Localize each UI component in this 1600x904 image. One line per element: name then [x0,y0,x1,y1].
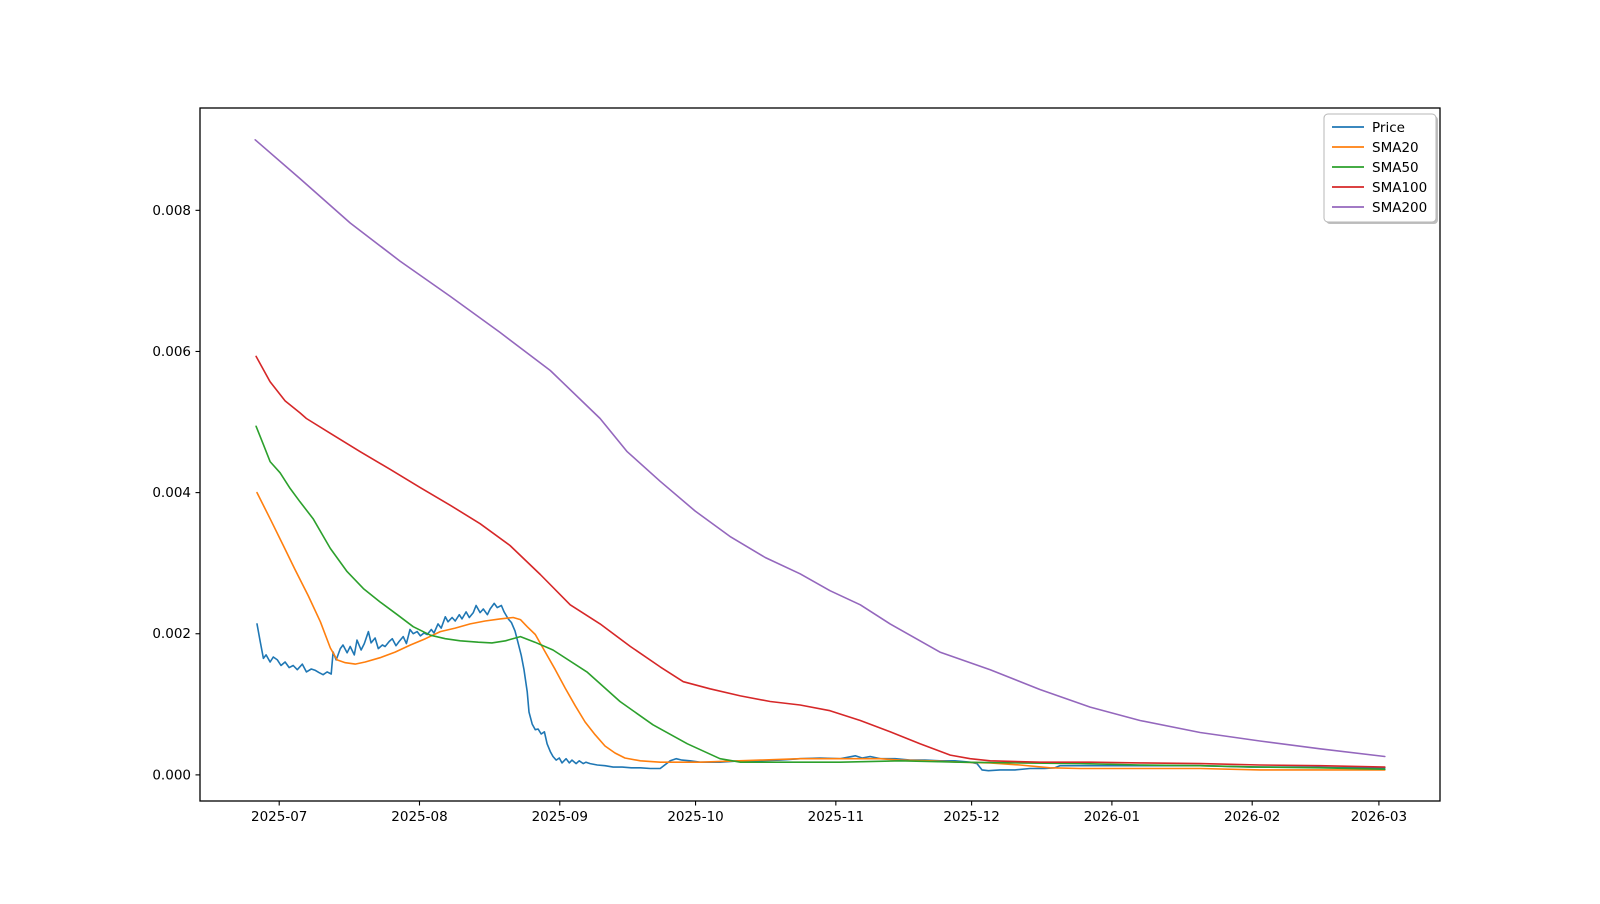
x-tick-label: 2025-10 [667,809,723,825]
y-tick-label: 0.004 [152,485,191,501]
x-tick-label: 2026-03 [1351,809,1407,825]
legend-item-sma200: SMA200 [1332,200,1427,216]
x-tick-label: 2025-08 [391,809,447,825]
tick-layer: 2025-07 2025-08 2025-09 2025-10 2025-11 2025-… [152,203,1407,825]
x-tick-label: 2025-12 [943,809,999,825]
legend-label-price: Price [1372,120,1405,136]
x-tick-label: 2026-01 [1084,809,1140,825]
series-line-sma20 [256,491,1386,771]
x-tick-label: 2025-09 [532,809,588,825]
axes-frame [199,107,1441,802]
legend-item-sma100: SMA100 [1332,180,1427,196]
y-tick-label: 0.006 [152,344,191,360]
x-tick-label: 2026-02 [1224,809,1280,825]
legend-label-sma20: SMA20 [1372,140,1419,156]
legend-label-sma100: SMA100 [1372,180,1427,196]
series-line-sma100 [255,355,1386,768]
series-line-price [256,602,1386,772]
legend-item-sma20: SMA20 [1332,140,1419,156]
series-line-sma200 [254,139,1386,758]
legend-item-price: Price [1332,120,1405,136]
series-line-sma50 [255,425,1386,771]
legend: Price SMA20 SMA50 SMA100 SMA200 [1323,113,1438,224]
legend-item-sma50: SMA50 [1332,160,1419,176]
x-tick-label: 2025-07 [251,809,307,825]
x-tick-label: 2025-11 [808,809,864,825]
legend-frame [1323,113,1437,223]
legend-label-sma200: SMA200 [1372,200,1427,216]
series-layer [254,139,1386,772]
y-tick-label: 0.002 [152,626,191,642]
legend-label-sma50: SMA50 [1372,160,1419,176]
y-tick-label: 0.008 [152,203,191,219]
y-tick-label: 0.000 [152,767,191,783]
